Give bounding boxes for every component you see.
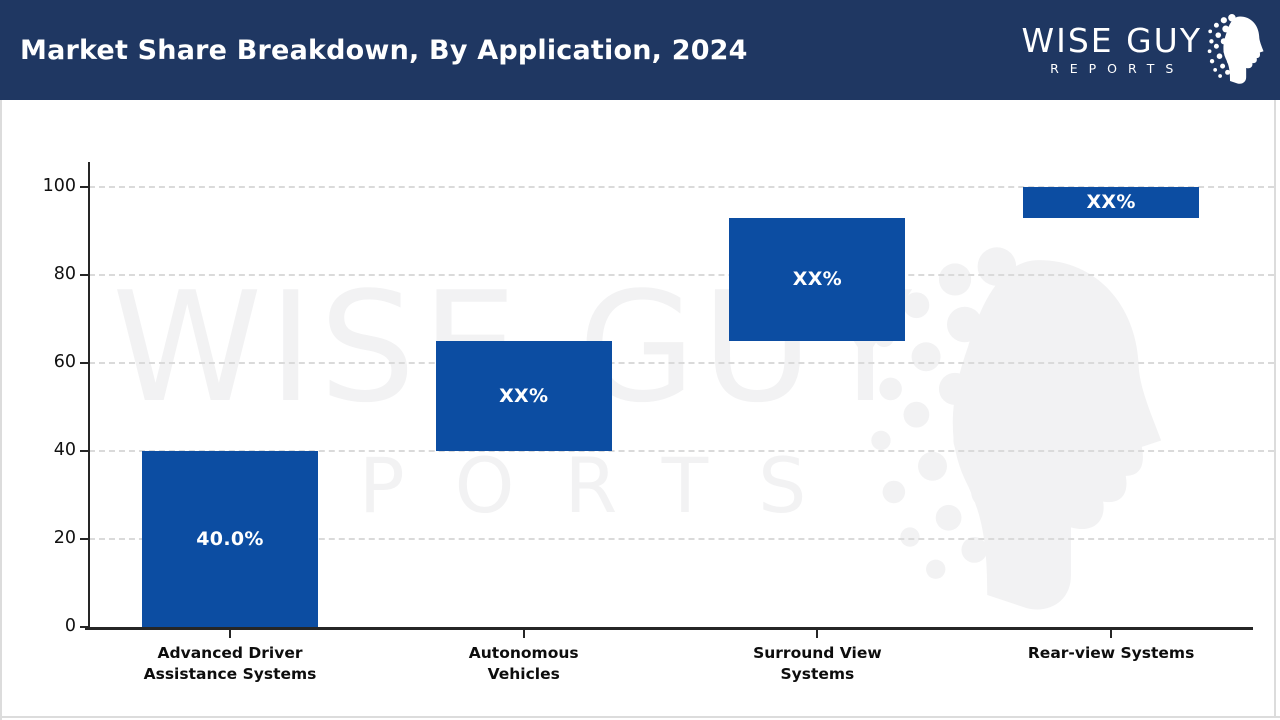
bar-autonomous-vehicles: XX%: [435, 341, 612, 451]
y-gridline: [89, 362, 1274, 364]
x-tick-mark: [816, 630, 819, 638]
bar-value-label: XX%: [1086, 191, 1136, 214]
logo-reports: REPORTS: [1050, 61, 1185, 77]
watermark-head-icon: [871, 247, 1162, 610]
y-tick-mark: [80, 186, 88, 188]
x-category-label: Surround View Systems: [753, 644, 882, 683]
y-tick-label: 0: [64, 616, 76, 636]
y-tick-label: 80: [53, 264, 76, 284]
logo-wordmark: WISE GUY REPORTS: [1021, 24, 1202, 76]
bar-rear-view-systems: XX%: [1023, 187, 1200, 218]
y-tick-label: 20: [53, 528, 76, 548]
y-gridline: [89, 450, 1274, 452]
logo-name: WISE GUY: [1021, 21, 1202, 61]
bar-value-label: XX%: [792, 268, 843, 291]
bar-value-label: 40.0%: [196, 528, 264, 550]
y-gridline: [89, 186, 1274, 188]
y-tick-label: 40: [53, 440, 76, 460]
page-title: Market Share Breakdown, By Application, …: [20, 34, 748, 66]
y-tick-mark: [80, 362, 88, 364]
right-border: [1274, 100, 1276, 718]
y-gridline: [89, 274, 1274, 276]
y-tick-label: 100: [42, 176, 76, 196]
x-tick-mark: [522, 630, 525, 638]
left-border: [0, 100, 2, 720]
x-category-label: Rear-view Systems: [1027, 644, 1195, 662]
x-category-label: Advanced Driver Assistance Systems: [143, 644, 317, 683]
x-axis-line: [85, 627, 1253, 630]
bar-advanced-driver-assistance-systems: 40.0%: [142, 451, 318, 627]
y-tick-mark: [80, 538, 88, 540]
y-tick-mark: [80, 274, 88, 276]
x-category-label: Autonomous Vehicles: [468, 644, 579, 683]
chart-canvas: WISE GUY REPORTS 0 20 40 60 80 100 40.0% Advanc…: [0, 100, 1280, 720]
bottom-border: [0, 716, 1280, 718]
x-tick-mark: [1110, 630, 1113, 638]
y-tick-label: 60: [53, 352, 76, 372]
y-tick-mark: [80, 450, 88, 452]
y-tick-mark: [80, 626, 88, 628]
header-bar: Market Share Breakdown, By Application, …: [0, 0, 1280, 100]
bar-value-label: XX%: [499, 385, 549, 407]
wiseguy-logo: WISE GUY REPORTS: [1021, 7, 1266, 93]
logo-head-icon: [1207, 14, 1264, 84]
y-axis-line: [88, 162, 90, 630]
y-gridline: [89, 538, 1274, 540]
x-tick-mark: [229, 630, 231, 638]
bar-surround-view-systems: XX%: [729, 217, 906, 341]
